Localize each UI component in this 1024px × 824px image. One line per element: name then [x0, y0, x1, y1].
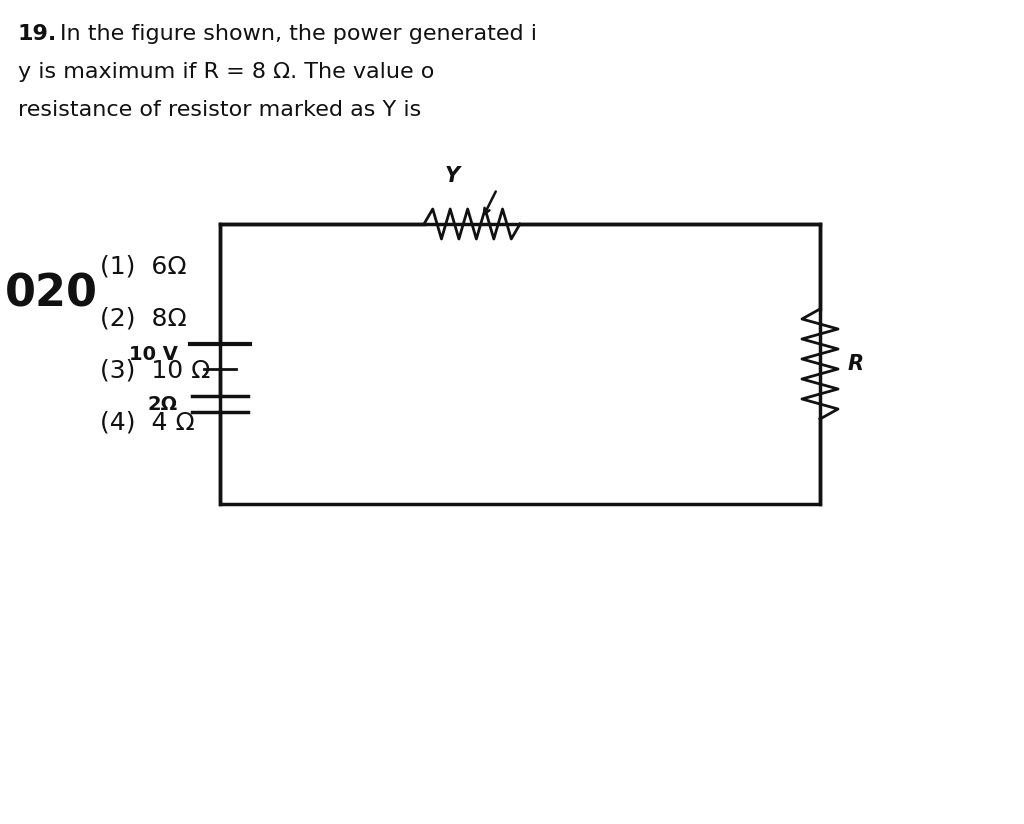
Text: (3)  10 Ω: (3) 10 Ω	[100, 358, 210, 382]
Bar	[220, 224, 820, 504]
Text: resistance of resistor marked as Y is: resistance of resistor marked as Y is	[18, 100, 421, 120]
Text: (1)  6Ω: (1) 6Ω	[100, 254, 186, 278]
Text: (2)  8Ω: (2) 8Ω	[100, 306, 186, 330]
Text: 020: 020	[5, 273, 98, 316]
Text: y is maximum if R = 8 Ω. The value o: y is maximum if R = 8 Ω. The value o	[18, 62, 434, 82]
Text: R: R	[848, 354, 864, 374]
Text: Y: Y	[444, 166, 460, 186]
Text: In the figure shown, the power generated i: In the figure shown, the power generated…	[60, 24, 537, 44]
Text: (4)  4 Ω: (4) 4 Ω	[100, 410, 195, 434]
Text: 19.: 19.	[18, 24, 57, 44]
Text: 10 V: 10 V	[129, 344, 178, 363]
Text: 2Ω: 2Ω	[147, 395, 178, 414]
